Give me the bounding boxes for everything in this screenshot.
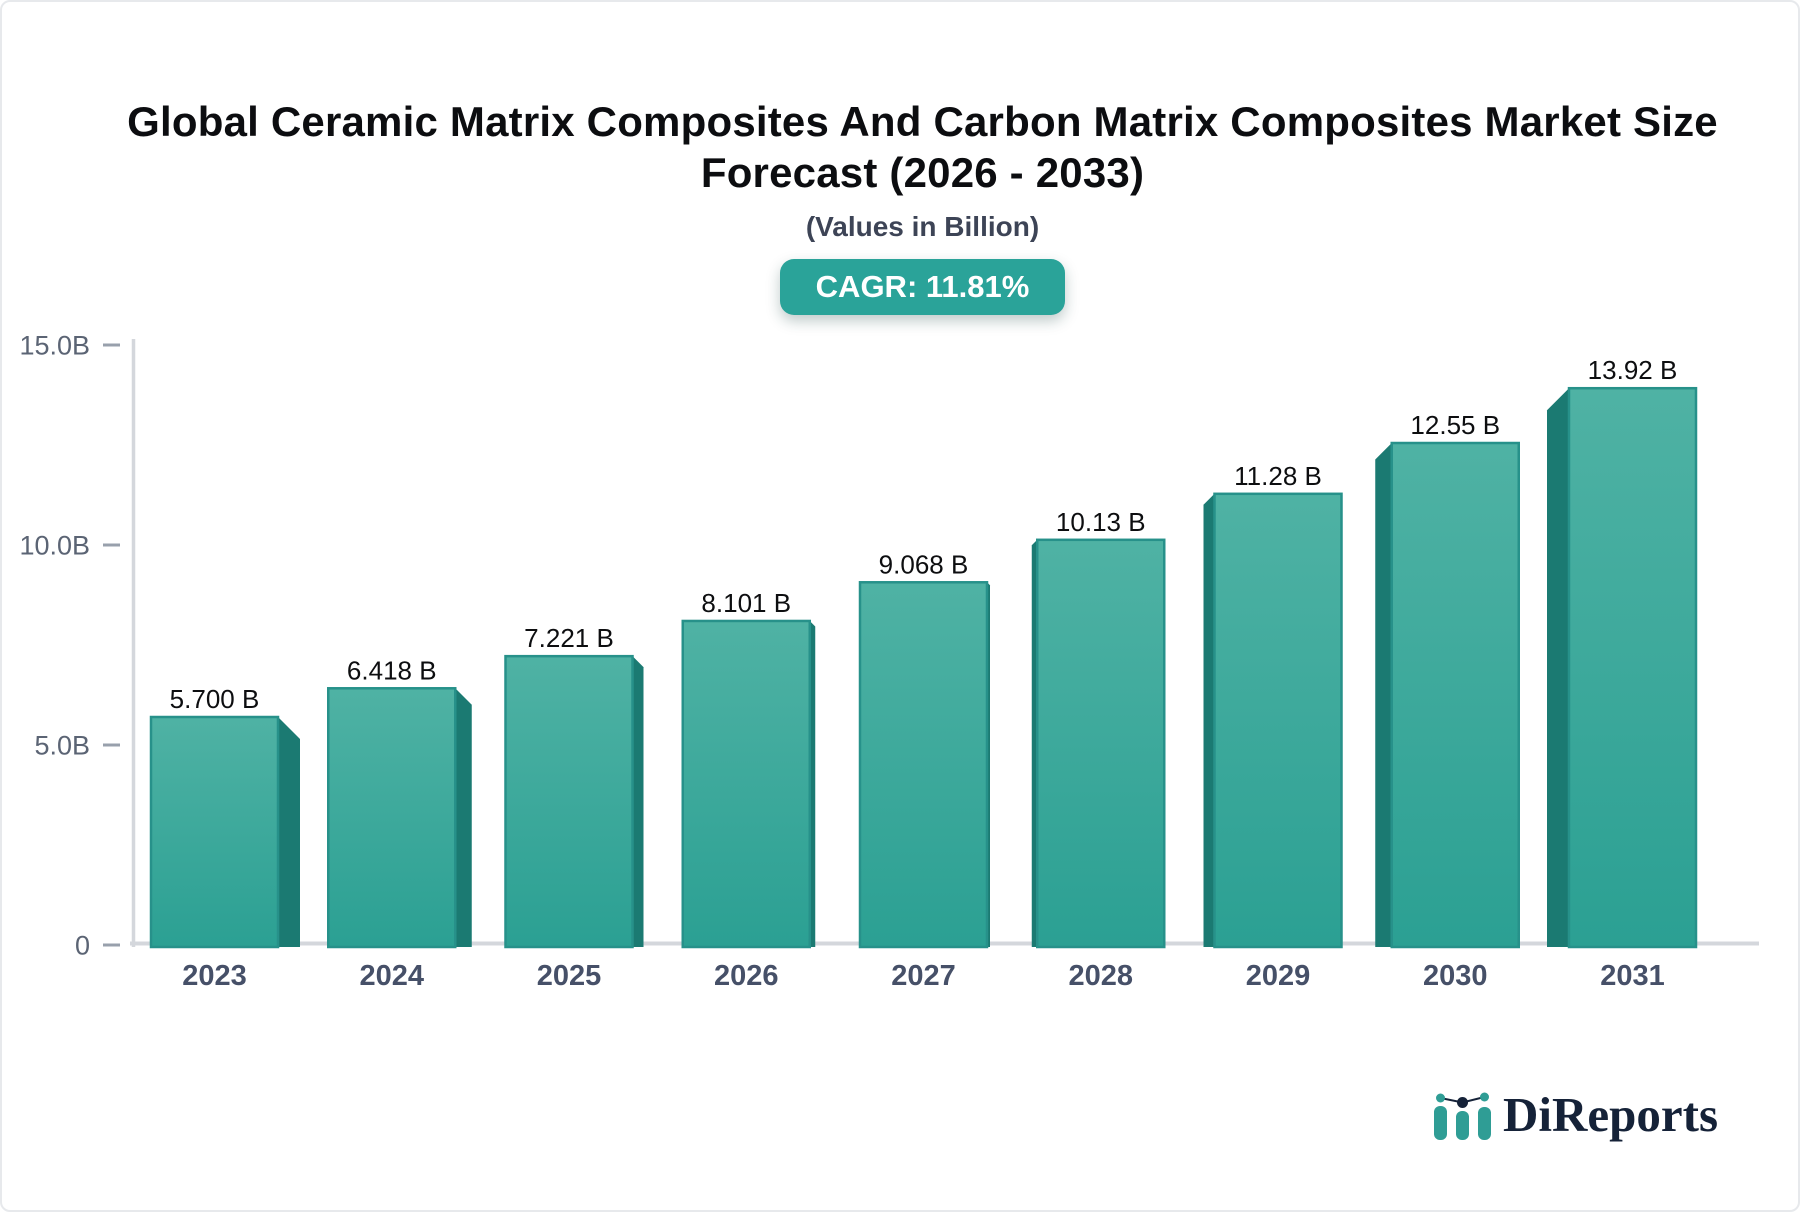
chart-title-line2: Forecast (2026 - 2033) [700, 149, 1145, 196]
chart-header: Global Ceramic Matrix Composites And Car… [47, 96, 1798, 315]
bar-value-label: 11.28 B [1234, 461, 1322, 491]
bar-value-label: 13.92 B [1588, 355, 1678, 385]
bar-side [632, 656, 644, 947]
x-axis-label: 2023 [182, 960, 247, 992]
bar-face [1213, 492, 1343, 949]
bar-value-label: 5.700 B [170, 684, 260, 714]
bar-value-label: 8.101 B [701, 588, 791, 618]
bar-face [858, 581, 989, 949]
x-axis-label: 2031 [1600, 960, 1665, 992]
bar-side [1375, 443, 1392, 947]
bar-side [1031, 539, 1038, 947]
bar-side [455, 688, 472, 947]
bar-value-label: 7.221 B [524, 623, 614, 653]
chart-subtitle: (Values in Billion) [805, 211, 1040, 242]
bar-face [1036, 538, 1166, 949]
x-axis-label: 2027 [891, 960, 956, 992]
x-axis-label: 2028 [1068, 960, 1133, 992]
x-axis-label: 2024 [359, 960, 424, 992]
x-axis-label: 2030 [1423, 960, 1488, 992]
bar-value-label: 10.13 B [1056, 507, 1146, 537]
x-axis-label: 2025 [537, 960, 602, 992]
y-axis-tick-label: 10.0B [19, 531, 90, 561]
x-axis-label: 2026 [714, 960, 779, 992]
bar-face [149, 715, 280, 949]
bar-face [681, 619, 811, 949]
logo-icon-shapes [1434, 1092, 1491, 1140]
chart-title-line1: Global Ceramic Matrix Composites And Car… [127, 98, 1718, 145]
cagr-badge: CAGR: 11.81% [779, 259, 1066, 315]
bar-face [1390, 441, 1520, 949]
bar-face [327, 687, 457, 949]
bar-value-label: 12.55 B [1410, 410, 1500, 440]
bar-face [1567, 386, 1698, 949]
bar-face [504, 654, 634, 949]
y-axis-tick-label: 5.0B [34, 731, 90, 761]
x-axis-label: 2029 [1246, 960, 1311, 992]
y-axis-tick-label: 15.0B [19, 331, 90, 361]
y-axis-tick-label: 0 [75, 931, 90, 961]
bar-side [1547, 388, 1569, 947]
brand-logo: DiReports [1432, 1090, 1718, 1140]
bar-side [278, 717, 300, 947]
bar-side [809, 620, 816, 947]
bar-line-chart-icon [1434, 1092, 1491, 1140]
bar-side [1203, 493, 1215, 947]
bar-value-label: 9.068 B [879, 549, 969, 579]
bar-value-label: 6.418 B [347, 655, 437, 685]
brand-logo-text: DiReports [1503, 1087, 1719, 1142]
chart-title: Global Ceramic Matrix Composites And Car… [47, 96, 1798, 198]
